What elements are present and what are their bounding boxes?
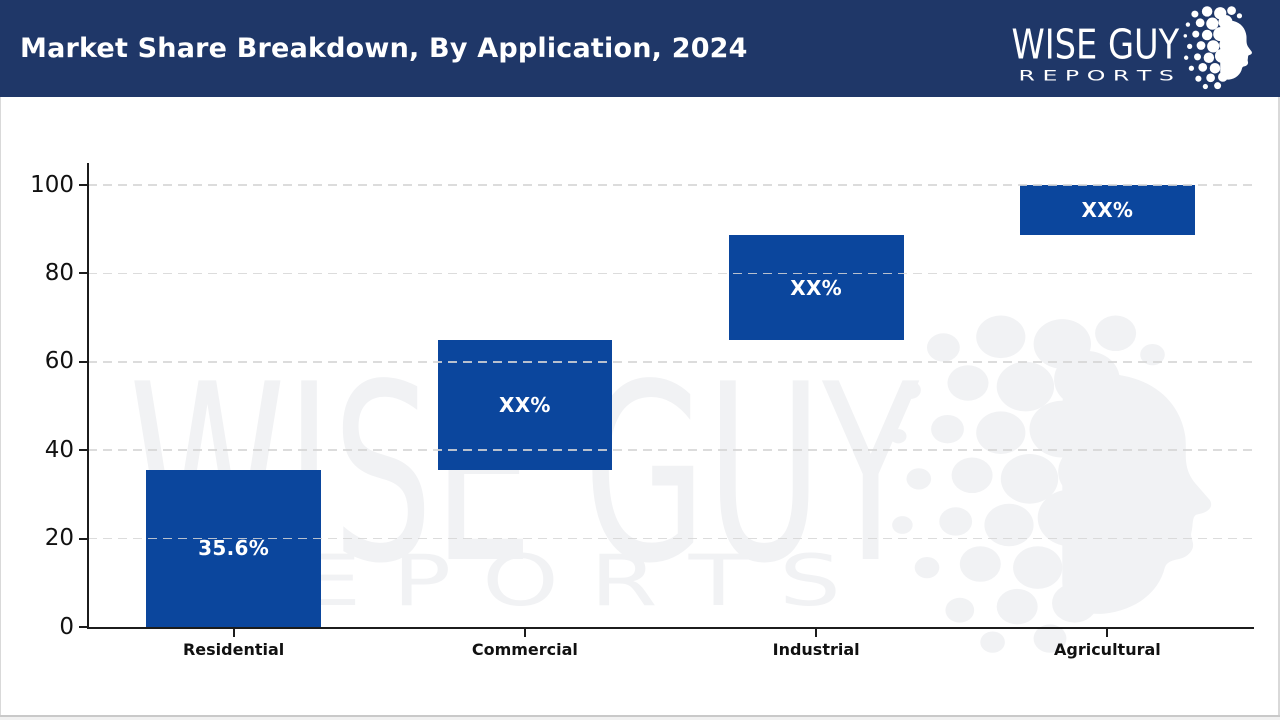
header-bar: Market Share Breakdown, By Application, … bbox=[0, 0, 1280, 97]
logo-wordmark: WISE GUY bbox=[1011, 20, 1179, 68]
watermark-wordmark: WISE GUY bbox=[129, 332, 920, 617]
watermark-logo: WISE GUY R E P O R T S bbox=[129, 315, 1212, 653]
bottom-border bbox=[0, 715, 1280, 717]
watermark-subtitle: R E P O R T S bbox=[201, 540, 841, 622]
page-title: Market Share Breakdown, By Application, … bbox=[20, 33, 748, 64]
logo-face-profile-icon bbox=[1220, 20, 1252, 80]
chart-canvas: WISE GUY R E P O R T S bbox=[0, 97, 1280, 715]
logo-subtitle: R E P O R T S bbox=[1018, 68, 1173, 84]
bottom-margin bbox=[0, 716, 1280, 720]
wise-guy-logo: WISE GUY R E P O R T S bbox=[1011, 5, 1252, 89]
logo-face-dots-icon bbox=[1183, 5, 1252, 89]
watermark-face-dots-icon bbox=[890, 315, 1212, 653]
